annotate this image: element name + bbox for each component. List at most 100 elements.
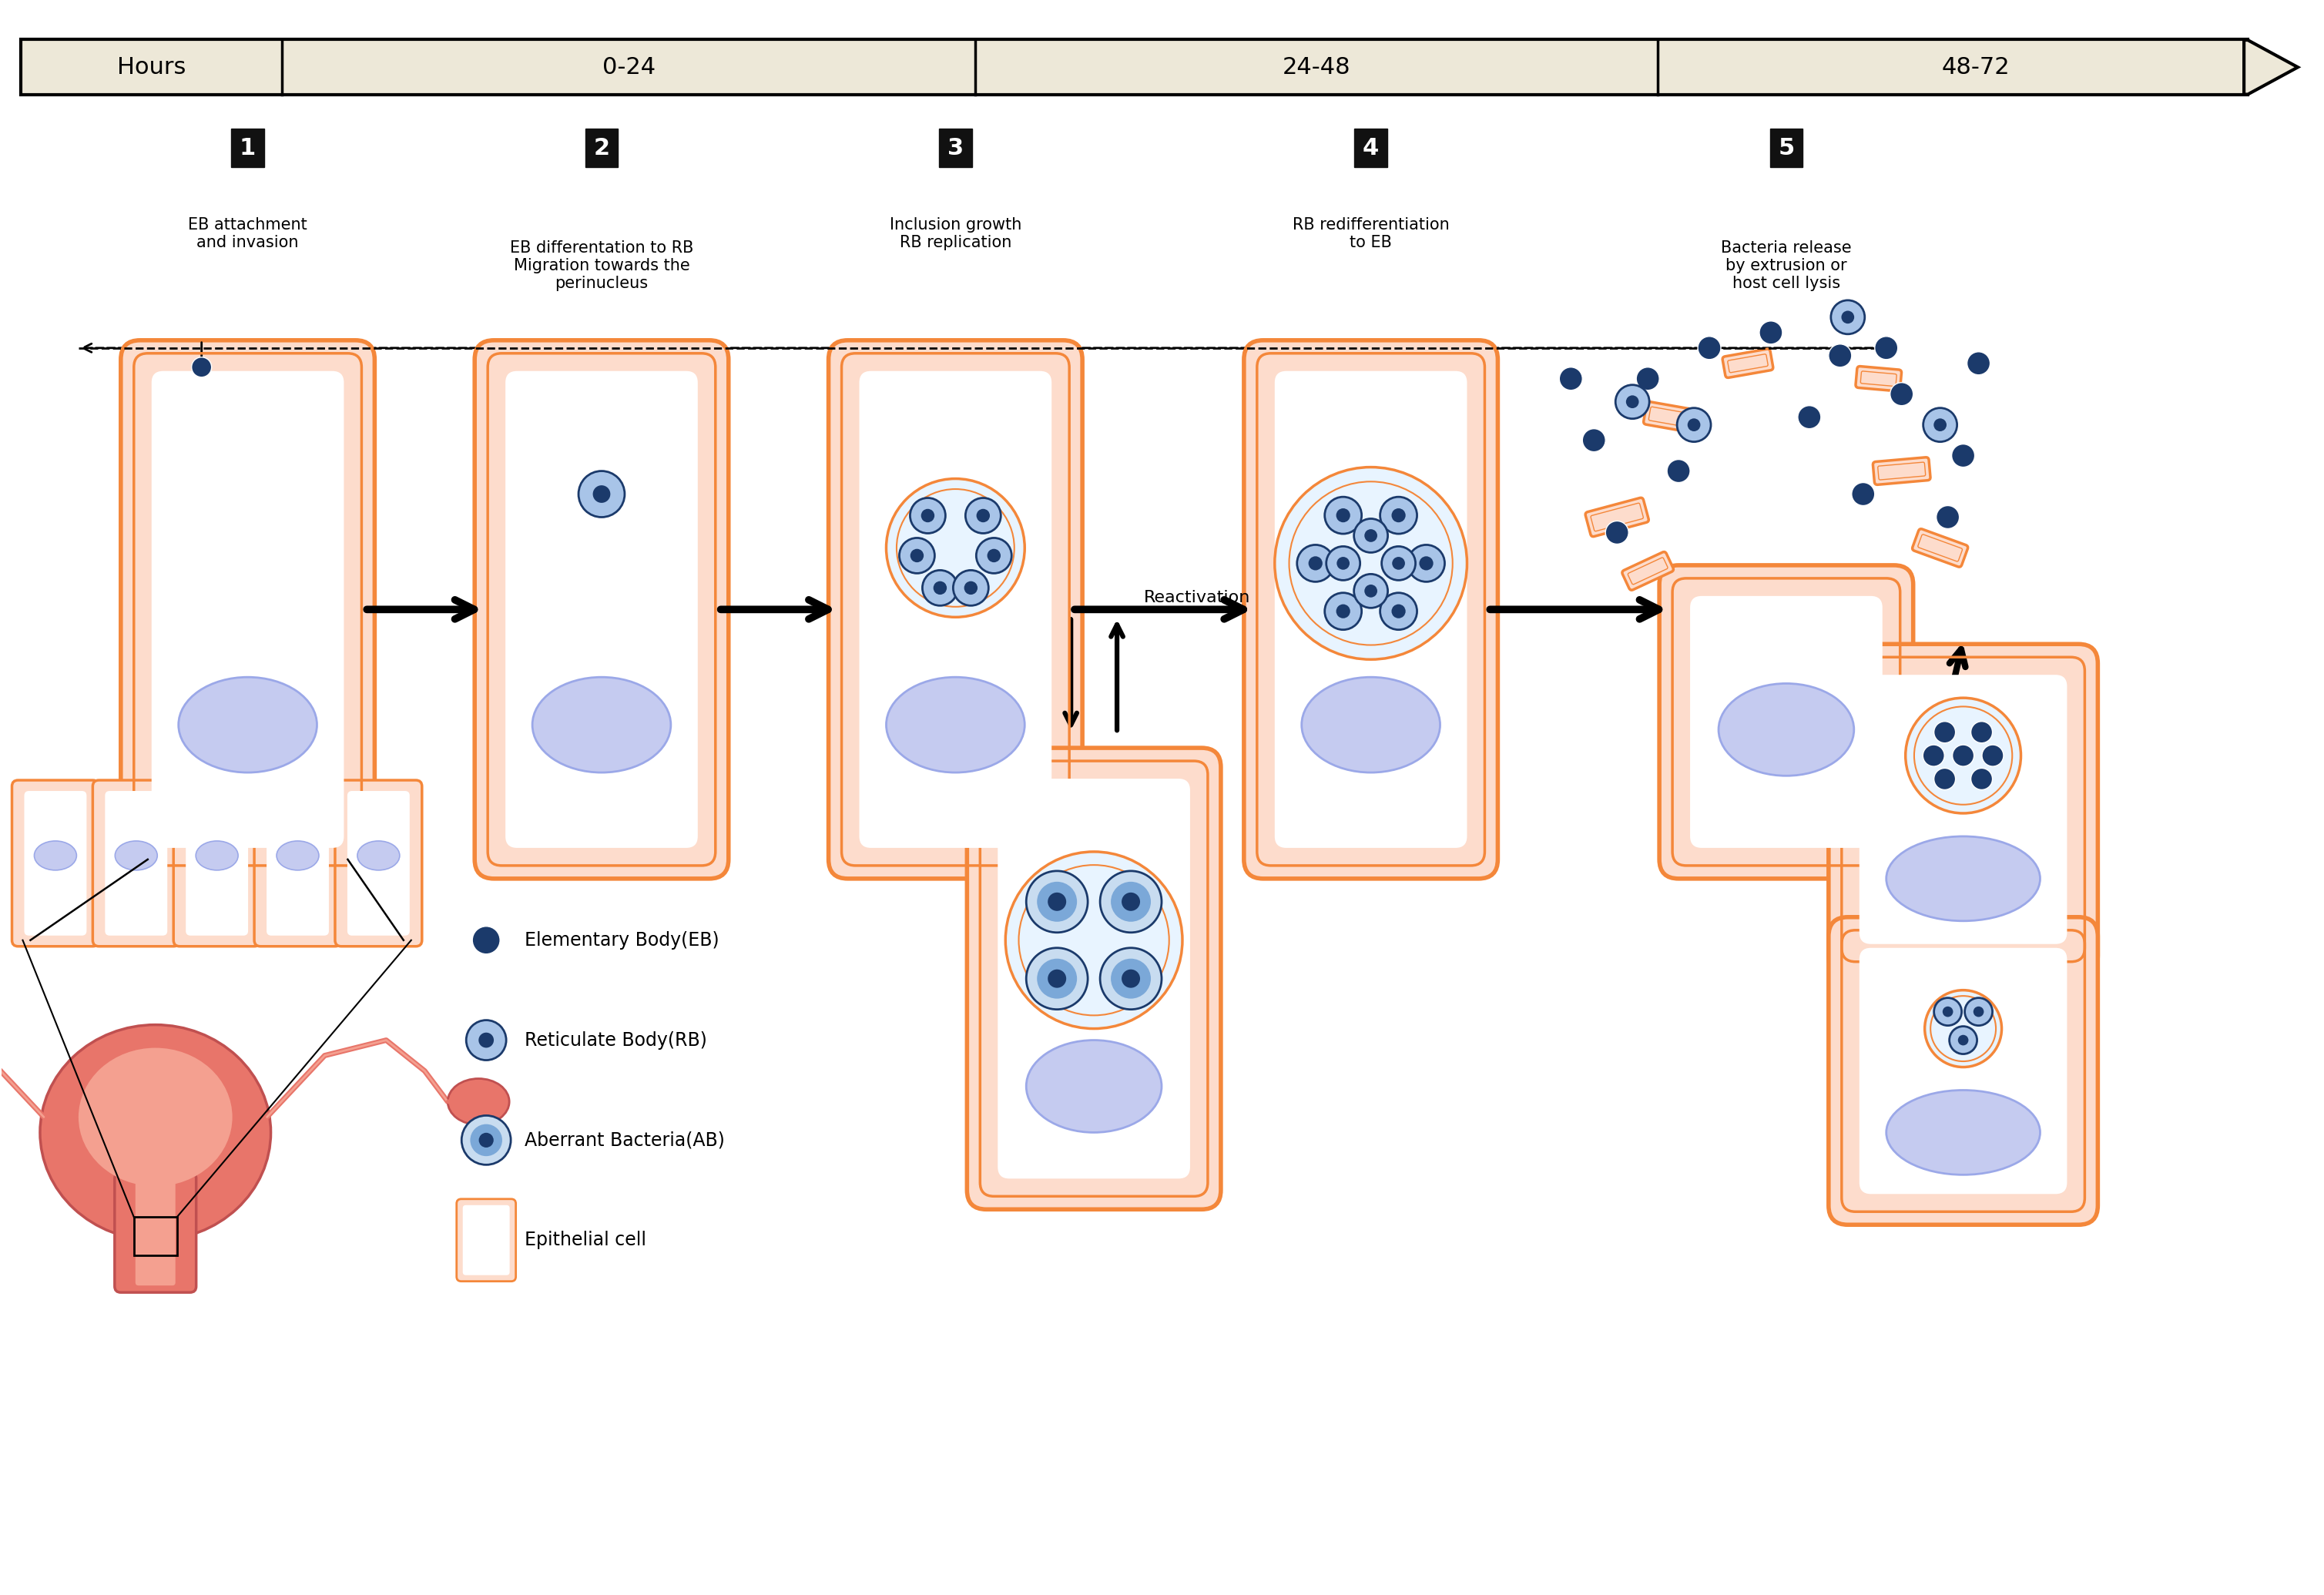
- Circle shape: [1852, 483, 1875, 506]
- Text: Stressful
conditions: Stressful conditions: [955, 581, 1043, 614]
- Text: 5: 5: [1778, 137, 1794, 160]
- FancyBboxPatch shape: [1622, 552, 1673, 590]
- Circle shape: [911, 549, 923, 563]
- Circle shape: [1099, 947, 1162, 1010]
- FancyBboxPatch shape: [997, 778, 1190, 1179]
- Ellipse shape: [1906, 699, 2022, 813]
- FancyBboxPatch shape: [1643, 402, 1699, 432]
- Circle shape: [1111, 882, 1150, 922]
- Ellipse shape: [277, 841, 318, 871]
- Text: Reactivation: Reactivation: [1143, 590, 1250, 606]
- Circle shape: [1027, 947, 1088, 1010]
- FancyBboxPatch shape: [1913, 530, 1968, 566]
- Circle shape: [1666, 459, 1690, 483]
- Circle shape: [469, 1124, 502, 1156]
- Circle shape: [988, 549, 1002, 563]
- Circle shape: [1048, 970, 1067, 987]
- Circle shape: [1383, 547, 1415, 581]
- FancyBboxPatch shape: [12, 780, 100, 946]
- Circle shape: [1037, 959, 1076, 998]
- Ellipse shape: [358, 841, 400, 871]
- Ellipse shape: [1887, 1089, 2040, 1176]
- Circle shape: [1627, 396, 1638, 408]
- FancyBboxPatch shape: [504, 372, 697, 849]
- Ellipse shape: [179, 678, 316, 772]
- FancyBboxPatch shape: [114, 1172, 195, 1292]
- Circle shape: [1027, 871, 1088, 933]
- Circle shape: [1355, 574, 1387, 608]
- Circle shape: [1889, 383, 1913, 405]
- Text: 1: 1: [239, 137, 256, 160]
- Circle shape: [579, 471, 625, 517]
- Circle shape: [1799, 405, 1822, 429]
- Ellipse shape: [1027, 1040, 1162, 1132]
- Circle shape: [1971, 721, 1992, 743]
- Circle shape: [1336, 557, 1350, 569]
- FancyBboxPatch shape: [1829, 917, 2099, 1225]
- Circle shape: [1759, 321, 1783, 345]
- FancyBboxPatch shape: [1585, 498, 1648, 536]
- FancyBboxPatch shape: [346, 791, 409, 936]
- Circle shape: [1297, 545, 1334, 582]
- FancyBboxPatch shape: [1859, 947, 2066, 1195]
- Circle shape: [1636, 367, 1659, 391]
- Bar: [135, 1217, 177, 1255]
- Circle shape: [467, 1021, 507, 1061]
- Circle shape: [479, 1032, 493, 1048]
- Circle shape: [1936, 506, 1959, 528]
- FancyBboxPatch shape: [1690, 597, 1882, 849]
- FancyArrow shape: [2245, 40, 2298, 94]
- Circle shape: [191, 357, 211, 376]
- Circle shape: [1924, 408, 1957, 442]
- Circle shape: [1964, 998, 1992, 1026]
- Ellipse shape: [449, 1078, 509, 1124]
- Circle shape: [1392, 509, 1406, 522]
- Circle shape: [1037, 882, 1076, 922]
- Circle shape: [1408, 545, 1446, 582]
- FancyBboxPatch shape: [474, 340, 727, 879]
- Circle shape: [1336, 605, 1350, 619]
- Circle shape: [1336, 509, 1350, 522]
- FancyBboxPatch shape: [967, 748, 1220, 1209]
- Circle shape: [1606, 522, 1629, 544]
- Circle shape: [976, 538, 1011, 573]
- Circle shape: [1308, 557, 1322, 571]
- Circle shape: [1966, 352, 1989, 375]
- Text: 2: 2: [593, 137, 609, 160]
- Text: Reticulate Body(RB): Reticulate Body(RB): [525, 1030, 706, 1050]
- Circle shape: [1325, 498, 1362, 534]
- Ellipse shape: [1301, 678, 1441, 772]
- Text: EB differentation to RB
Migration towards the
perinucleus: EB differentation to RB Migration toward…: [509, 241, 693, 292]
- Text: 4: 4: [1362, 137, 1378, 160]
- Circle shape: [1615, 384, 1650, 419]
- Circle shape: [1982, 745, 2003, 766]
- Circle shape: [1099, 871, 1162, 933]
- Ellipse shape: [1887, 836, 2040, 920]
- Circle shape: [1111, 959, 1150, 998]
- FancyBboxPatch shape: [1855, 367, 1901, 391]
- FancyBboxPatch shape: [830, 340, 1083, 879]
- Circle shape: [1957, 1035, 1968, 1045]
- Ellipse shape: [1717, 684, 1855, 775]
- Text: 48-72: 48-72: [1941, 56, 2010, 78]
- Text: Inclusion growth
RB replication: Inclusion growth RB replication: [890, 217, 1023, 250]
- Circle shape: [1048, 893, 1067, 911]
- FancyBboxPatch shape: [174, 780, 260, 946]
- Ellipse shape: [885, 478, 1025, 617]
- Circle shape: [1364, 530, 1378, 542]
- Circle shape: [1355, 518, 1387, 552]
- FancyBboxPatch shape: [1274, 372, 1466, 849]
- Circle shape: [1922, 745, 1945, 766]
- Circle shape: [462, 1115, 511, 1164]
- FancyBboxPatch shape: [135, 1179, 174, 1286]
- FancyBboxPatch shape: [105, 791, 167, 936]
- Circle shape: [1122, 970, 1141, 987]
- Ellipse shape: [114, 841, 158, 871]
- Circle shape: [911, 498, 946, 533]
- FancyBboxPatch shape: [1829, 644, 2099, 975]
- Circle shape: [1380, 593, 1418, 630]
- Circle shape: [1392, 557, 1406, 569]
- Circle shape: [1327, 547, 1360, 581]
- Bar: [21, 40, 2247, 96]
- Ellipse shape: [40, 1024, 272, 1241]
